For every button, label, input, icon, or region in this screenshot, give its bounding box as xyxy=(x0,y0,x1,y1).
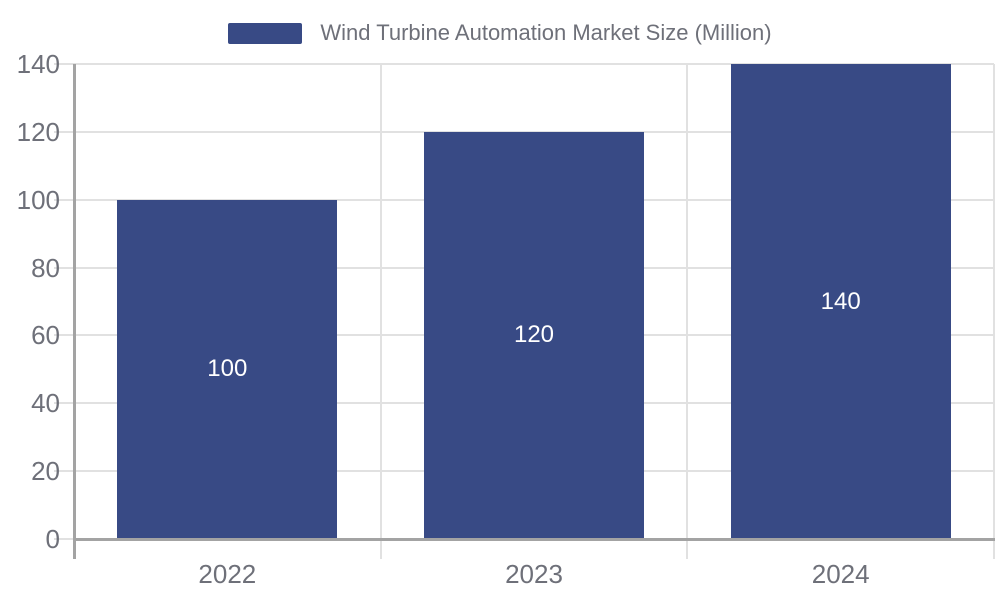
y-axis-tick-label: 120 xyxy=(16,116,60,147)
x-axis-line xyxy=(73,538,995,541)
legend-item[interactable]: Wind Turbine Automation Market Size (Mil… xyxy=(0,16,1000,50)
x-gridline xyxy=(686,64,689,559)
y-gridline xyxy=(54,63,994,65)
y-axis-line xyxy=(73,64,76,559)
bar-value-label: 120 xyxy=(513,321,555,349)
x-axis-tick-label: 2024 xyxy=(811,559,870,589)
legend-swatch xyxy=(228,22,303,44)
y-axis-tick-label: 60 xyxy=(31,320,60,351)
bar-value-label: 140 xyxy=(820,287,861,315)
bar-value-label: 100 xyxy=(207,355,248,383)
y-axis-tick-label: 40 xyxy=(31,388,60,419)
y-axis-tick-label: 20 xyxy=(31,456,60,487)
legend-label: Wind Turbine Automation Market Size (Mil… xyxy=(320,20,772,45)
x-axis-tick-label: 2023 xyxy=(505,559,563,589)
x-axis-tick-label: 2022 xyxy=(198,559,257,589)
bar-2024[interactable] xyxy=(730,64,951,539)
x-gridline xyxy=(379,64,382,559)
y-axis-tick-label: 100 xyxy=(16,184,60,215)
bar-2022[interactable] xyxy=(117,199,338,539)
bar-2023[interactable] xyxy=(424,131,644,539)
x-gridline xyxy=(993,64,995,559)
y-axis-tick-label: 140 xyxy=(16,49,60,79)
y-axis-tick-label: 80 xyxy=(31,252,60,283)
y-axis-tick-label: 0 xyxy=(45,524,60,554)
